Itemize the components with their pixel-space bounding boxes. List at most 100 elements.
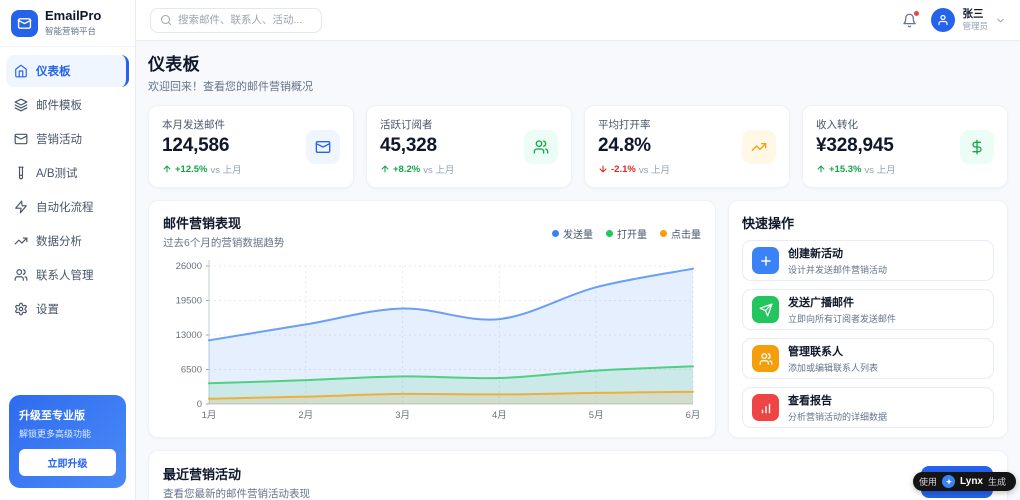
- trending-up-icon: [14, 234, 28, 248]
- stat-label: 收入转化: [816, 117, 896, 132]
- arrow-up-icon: [162, 164, 172, 174]
- sidebar-item-dashboard[interactable]: 仪表板: [6, 55, 129, 87]
- quick-action-title: 查看报告: [788, 392, 887, 408]
- marketing-performance-chart: 0 6500 13000 19500 26000 1月 2月 3月 4月 5月 6月: [163, 252, 703, 428]
- avatar: [931, 8, 955, 32]
- stat-delta: -2.1%: [611, 164, 636, 175]
- stat-card-revenue: 收入转化 ¥328,945 +15.3% vs 上月: [802, 105, 1008, 188]
- arrow-up-icon: [380, 164, 390, 174]
- svg-text:3月: 3月: [395, 410, 410, 421]
- chart-legend: 发送量 打开量 点击量: [552, 213, 701, 250]
- svg-text:1月: 1月: [202, 410, 217, 421]
- stat-card-active-subscribers: 活跃订阅者 45,328 +8.2% vs 上月: [366, 105, 572, 188]
- users-icon: [524, 130, 558, 164]
- svg-text:5月: 5月: [589, 410, 604, 421]
- page-title: 仪表板: [148, 50, 1008, 75]
- page-subtitle: 欢迎回来！查看您的邮件营销概况: [148, 78, 1008, 94]
- quick-action-create-campaign[interactable]: 创建新活动 设计并发送邮件营销活动: [742, 240, 994, 281]
- legend-item-sent: 发送量: [552, 226, 593, 241]
- sidebar-item-label: 自动化流程: [36, 199, 94, 215]
- trending-up-icon: [742, 130, 776, 164]
- quick-action-view-reports[interactable]: 查看报告 分析营销活动的详细数据: [742, 387, 994, 428]
- badge-prefix: 使用: [919, 475, 937, 488]
- quick-action-send-broadcast[interactable]: 发送广播邮件 立即向所有订阅者发送邮件: [742, 289, 994, 330]
- user-name: 张三: [962, 8, 988, 20]
- svg-text:0: 0: [197, 399, 202, 410]
- brand-tagline: 智能营销平台: [45, 25, 101, 37]
- zap-icon: [14, 200, 28, 214]
- legend-item-opened: 打开量: [606, 226, 647, 241]
- stat-delta-period: vs 上月: [423, 162, 454, 176]
- svg-text:13000: 13000: [176, 330, 202, 341]
- svg-text:6月: 6月: [686, 410, 701, 421]
- sidebar-nav: 仪表板 邮件模板 营销活动 A/B测试 自动化流程 数据分析: [0, 47, 135, 385]
- sidebar-item-campaigns[interactable]: 营销活动: [6, 123, 129, 155]
- stat-label: 本月发送邮件: [162, 117, 242, 132]
- made-with-lynx-badge[interactable]: 使用 Lynx 生成: [913, 472, 1016, 491]
- sidebar-item-label: 设置: [36, 301, 59, 317]
- sidebar-item-settings[interactable]: 设置: [6, 293, 129, 325]
- notifications-button[interactable]: [902, 13, 917, 28]
- mid-row: 邮件营销表现 过去6个月的营销数据趋势 发送量 打开量 点击量 06500130…: [148, 200, 1008, 438]
- user-menu[interactable]: 张三 管理员: [931, 8, 1006, 32]
- chart-subtitle: 过去6个月的营销数据趋势: [163, 235, 284, 250]
- svg-text:2月: 2月: [298, 410, 313, 421]
- stat-delta-period: vs 上月: [639, 162, 670, 176]
- sidebar: EmailPro 智能营销平台 仪表板 邮件模板 营销活动 A/B测试: [0, 0, 136, 500]
- test-tube-icon: [14, 166, 28, 180]
- stat-label: 活跃订阅者: [380, 117, 454, 132]
- sidebar-item-email-templates[interactable]: 邮件模板: [6, 89, 129, 121]
- quick-action-title: 创建新活动: [788, 245, 887, 261]
- legend-label: 打开量: [617, 226, 647, 241]
- brand: EmailPro 智能营销平台: [0, 0, 135, 47]
- stat-value: 24.8%: [598, 135, 670, 157]
- svg-text:26000: 26000: [176, 261, 202, 272]
- stat-label: 平均打开率: [598, 117, 670, 132]
- sidebar-item-label: 仪表板: [36, 63, 71, 79]
- arrow-down-icon: [598, 164, 608, 174]
- svg-text:6500: 6500: [181, 365, 202, 376]
- sidebar-item-label: 邮件模板: [36, 97, 82, 113]
- svg-text:4月: 4月: [492, 410, 507, 421]
- search-input[interactable]: [178, 14, 312, 26]
- sidebar-item-contacts[interactable]: 联系人管理: [6, 259, 129, 291]
- svg-text:19500: 19500: [176, 296, 202, 307]
- users-icon: [14, 268, 28, 282]
- emailpro-logo-icon: [11, 10, 38, 37]
- search-box[interactable]: [150, 8, 322, 33]
- recent-campaigns-card: 最近营销活动 查看您最新的邮件营销活动表现 查看全部 活动名称 状态 发送量 打…: [148, 450, 1008, 500]
- quick-actions-title: 快速操作: [742, 213, 994, 232]
- users-icon: [752, 345, 779, 372]
- recent-subtitle: 查看您最新的邮件营销活动表现: [163, 486, 993, 500]
- quick-actions-card: 快速操作 创建新活动 设计并发送邮件营销活动 发送广播邮件 立即向所有订阅者发送…: [728, 200, 1008, 438]
- sidebar-item-automation[interactable]: 自动化流程: [6, 191, 129, 223]
- upgrade-now-button[interactable]: 立即升级: [19, 449, 116, 476]
- layers-icon: [14, 98, 28, 112]
- stat-card-open-rate: 平均打开率 24.8% -2.1% vs 上月: [584, 105, 790, 188]
- search-icon: [160, 14, 172, 26]
- upgrade-subtitle: 解锁更多高级功能: [19, 427, 116, 440]
- quick-action-manage-contacts[interactable]: 管理联系人 添加或编辑联系人列表: [742, 338, 994, 379]
- main-area: 张三 管理员 仪表板 欢迎回来！查看您的邮件营销概况 本月发送邮件 124,58…: [136, 0, 1020, 500]
- badge-brand: Lynx: [960, 476, 983, 487]
- stats-row: 本月发送邮件 124,586 +12.5% vs 上月 活跃订阅者 45,328: [148, 105, 1008, 188]
- sidebar-item-ab-testing[interactable]: A/B测试: [6, 157, 129, 189]
- plus-icon: [752, 247, 779, 274]
- quick-action-subtitle: 立即向所有订阅者发送邮件: [788, 312, 896, 325]
- legend-label: 发送量: [563, 226, 593, 241]
- notification-dot: [913, 10, 920, 17]
- stat-value: ¥328,945: [816, 135, 896, 157]
- content: 仪表板 欢迎回来！查看您的邮件营销概况 本月发送邮件 124,586 +12.5…: [136, 41, 1020, 500]
- stat-value: 45,328: [380, 135, 454, 157]
- send-icon: [752, 296, 779, 323]
- legend-label: 点击量: [671, 226, 701, 241]
- sidebar-item-label: 数据分析: [36, 233, 82, 249]
- stat-delta-period: vs 上月: [865, 162, 896, 176]
- legend-dot-icon: [552, 230, 559, 237]
- sidebar-item-analytics[interactable]: 数据分析: [6, 225, 129, 257]
- quick-action-subtitle: 添加或编辑联系人列表: [788, 361, 878, 374]
- quick-action-title: 管理联系人: [788, 343, 878, 359]
- quick-action-subtitle: 分析营销活动的详细数据: [788, 410, 887, 423]
- topbar-right: 张三 管理员: [902, 8, 1006, 32]
- recent-title: 最近营销活动: [163, 464, 993, 483]
